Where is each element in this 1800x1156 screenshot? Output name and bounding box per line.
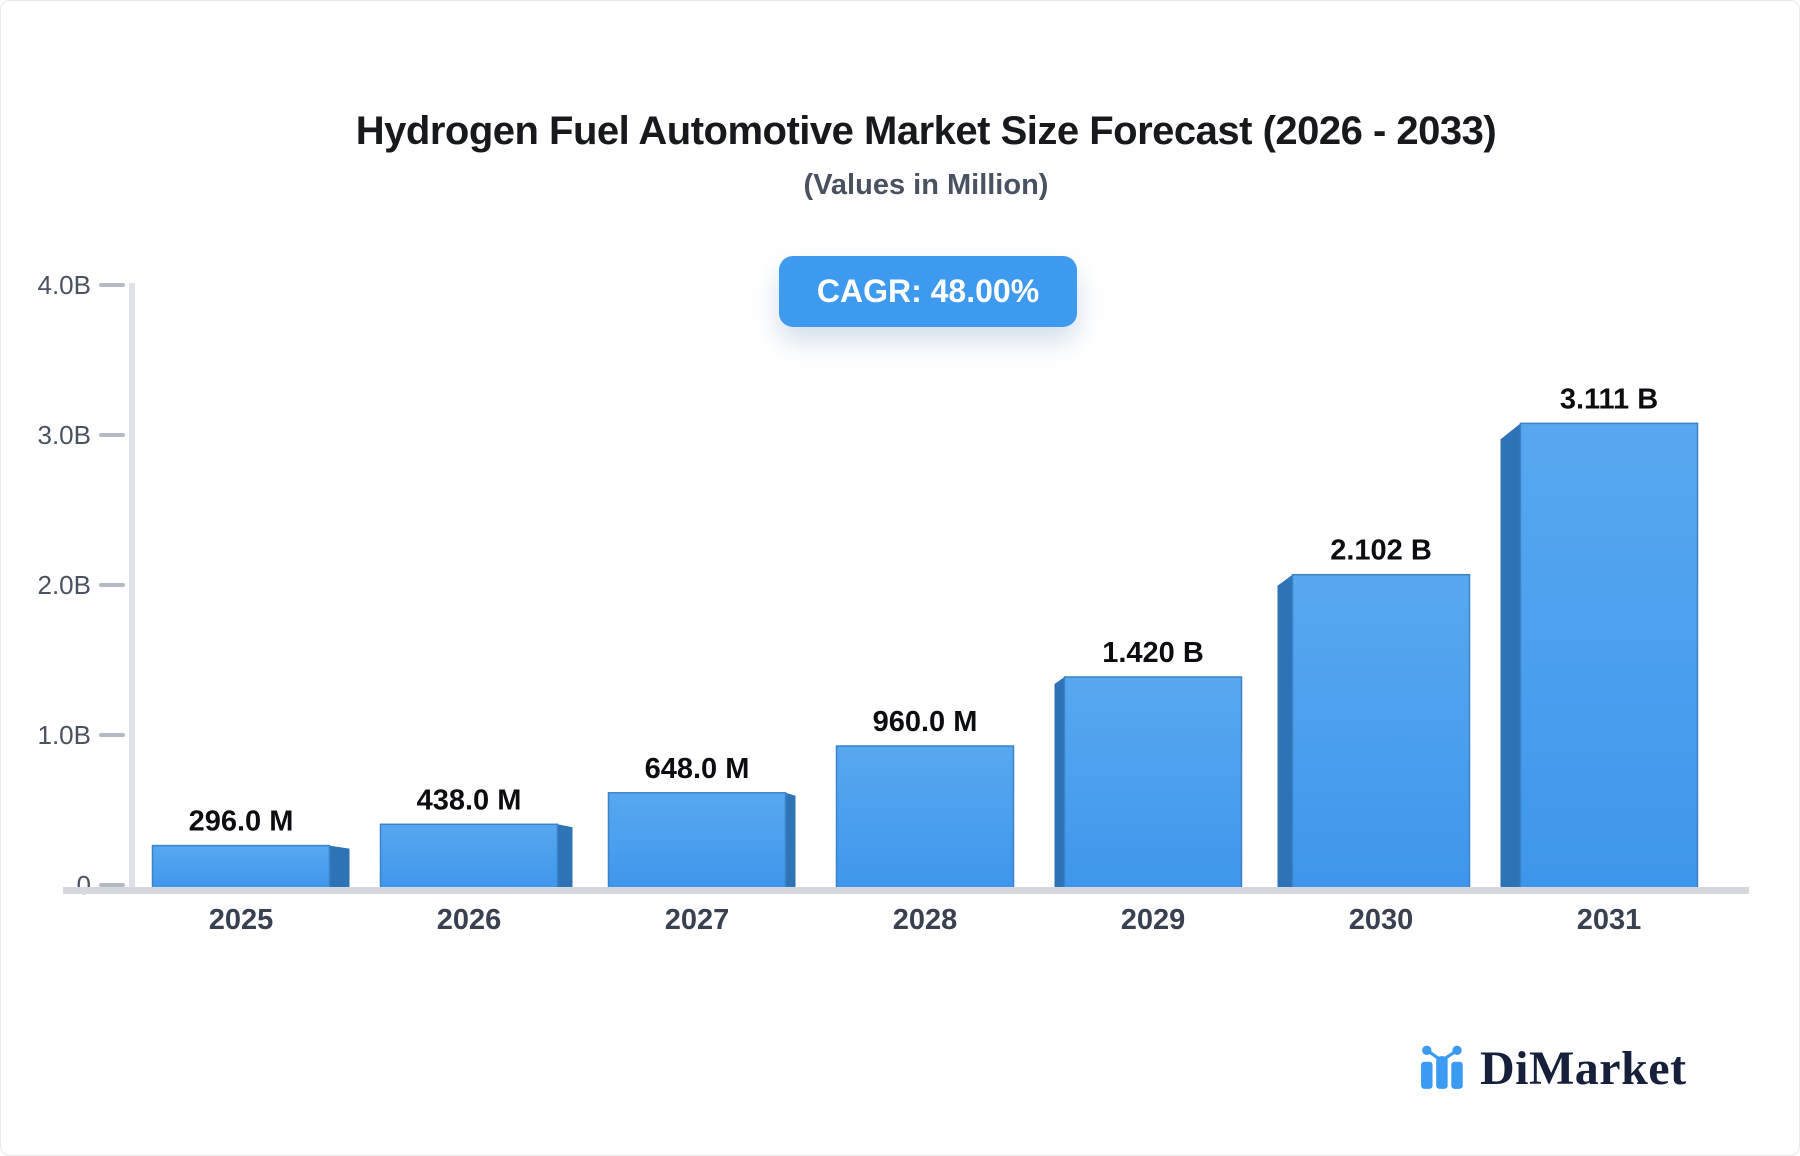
x-tick-label: 2030	[1349, 904, 1414, 936]
bar-front-face	[1519, 422, 1699, 891]
bar-value-label: 1.420 B	[1102, 637, 1204, 669]
bar-2027: 648.0 M 2027	[607, 753, 796, 936]
x-tick-label: 2029	[1121, 904, 1186, 936]
bar-value-label: 296.0 M	[189, 806, 294, 838]
x-tick-label: 2031	[1577, 904, 1642, 936]
y-tick-label: 0	[77, 870, 91, 900]
bar-side-face	[785, 792, 796, 890]
brand-logo: DiMarket	[1419, 1037, 1687, 1099]
bar-front-face	[835, 745, 1015, 891]
bar-value-label: 2.102 B	[1330, 535, 1432, 567]
bar-value-label: 3.111 B	[1560, 383, 1658, 415]
x-tick-label: 2026	[437, 904, 502, 936]
y-tick-label: 4.0B	[38, 270, 92, 300]
bar-side-face	[557, 824, 573, 890]
bar-value-label: 648.0 M	[645, 753, 750, 785]
bar-front-face	[151, 844, 331, 891]
bar-side-face	[1500, 423, 1521, 890]
bar-value-label: 960.0 M	[873, 706, 978, 738]
brand-name: DiMarket	[1480, 1041, 1687, 1095]
bar-2025: 296.0 M 2025	[151, 806, 350, 936]
bar-front-face	[1291, 573, 1471, 891]
bar-2026: 438.0 M 2026	[379, 784, 573, 936]
bar-2030: 2.102 B 2030	[1277, 535, 1471, 936]
bar-value-label: 438.0 M	[417, 784, 522, 816]
chart-title: Hydrogen Fuel Automotive Market Size For…	[355, 109, 1497, 153]
bar-front-face	[1063, 676, 1243, 891]
logo-mini-bars	[1421, 1056, 1463, 1089]
x-tick-label: 2028	[893, 904, 958, 936]
logo-trend-dots	[1422, 1045, 1462, 1066]
cagr-badge: CAGR: 48.00%	[779, 256, 1077, 327]
bar-2031: 3.111 B 2031	[1500, 383, 1699, 936]
bar-front-face	[607, 792, 787, 891]
dimarket-logo-icon	[1421, 1045, 1463, 1089]
y-tick-label: 1.0B	[38, 720, 92, 750]
chart-subtitle: (Values in Million)	[803, 169, 1049, 201]
bar-side-face	[329, 845, 350, 890]
cagr-badge-label: CAGR: 48.00%	[816, 273, 1040, 309]
bar-side-face	[1277, 574, 1293, 890]
y-tick-label: 2.0B	[38, 570, 92, 600]
x-axis-line	[63, 887, 1749, 894]
y-tick-label: 3.0B	[38, 420, 92, 450]
bar-side-face	[1054, 677, 1065, 890]
bar-2028: 960.0 M 2028	[835, 706, 1015, 936]
x-tick-label: 2025	[209, 904, 274, 936]
x-tick-label: 2027	[665, 904, 730, 936]
y-axis-line	[129, 283, 135, 890]
bar-front-face	[379, 823, 559, 891]
